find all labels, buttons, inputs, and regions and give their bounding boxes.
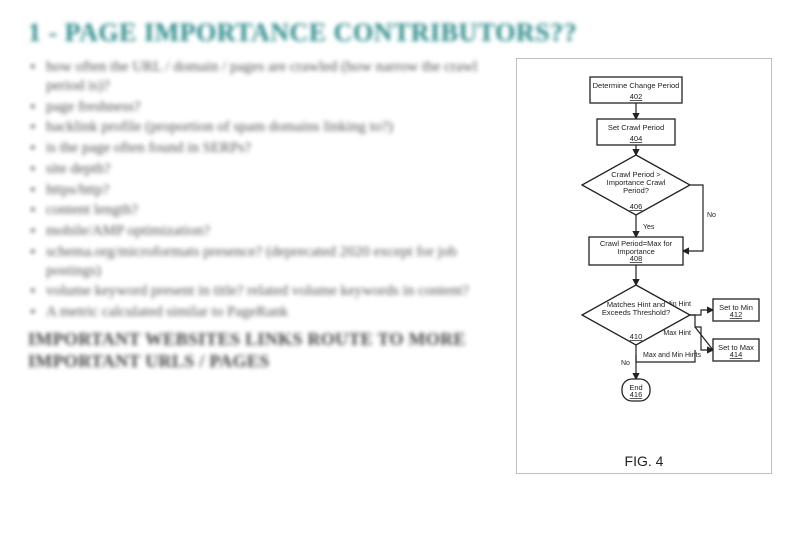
svg-text:Set Crawl Period: Set Crawl Period (608, 123, 664, 132)
content-columns: how often the URL / domain / pages are c… (28, 58, 772, 474)
figure-caption: FIG. 4 (525, 453, 763, 469)
svg-text:406: 406 (630, 202, 643, 211)
bullet-item: A metric calculated similar to PageRank (28, 303, 502, 322)
svg-text:410: 410 (630, 332, 643, 341)
right-column: YesNoNoMin HintMax HintMax and Min Hints… (516, 58, 772, 474)
flow-node-n414: Set to Max414 (713, 339, 759, 361)
flow-node-n408: Crawl Period=Max forImportance408 (589, 237, 683, 265)
bullet-item: site depth? (28, 160, 502, 179)
svg-text:Max and Min Hints: Max and Min Hints (643, 352, 701, 359)
flow-node-n404: Set Crawl Period 404 (597, 119, 675, 145)
svg-text:No: No (707, 212, 716, 219)
bullet-item: https/http? (28, 181, 502, 200)
flow-node-n412: Set to Min412 (713, 299, 759, 321)
bullet-item: how often the URL / domain / pages are c… (28, 58, 502, 96)
svg-text:No: No (621, 360, 630, 367)
svg-text:404: 404 (630, 134, 643, 143)
left-column: how often the URL / domain / pages are c… (28, 58, 502, 373)
bullet-item: volume keyword present in title? related… (28, 282, 502, 301)
bullet-item: backlink profile (proportion of spam dom… (28, 118, 502, 137)
emphasis-text: IMPORTANT WEBSITES LINKS ROUTE TO MORE I… (28, 328, 502, 373)
flow-node-n406: Crawl Period >Importance CrawlPeriod?406 (582, 155, 690, 215)
slide: 1 - PAGE IMPORTANCE CONTRIBUTORS?? how o… (0, 0, 800, 541)
svg-text:Max Hint: Max Hint (663, 330, 691, 337)
bullet-item: schema.org/microformats presence? (depre… (28, 243, 502, 281)
svg-text:412: 412 (730, 310, 743, 319)
svg-text:Determine Change Period: Determine Change Period (593, 81, 680, 90)
bullet-item: is the page often found in SERPs? (28, 139, 502, 158)
bullet-item: content length? (28, 201, 502, 220)
svg-text:414: 414 (730, 350, 743, 359)
svg-text:408: 408 (630, 254, 643, 263)
svg-text:416: 416 (630, 390, 643, 399)
flow-node-n402: Determine Change Period 402 (590, 77, 682, 103)
svg-text:Period?: Period? (623, 186, 649, 195)
bullet-list: how often the URL / domain / pages are c… (28, 58, 502, 322)
bullet-item: page freshness? (28, 98, 502, 117)
flowchart: YesNoNoMin HintMax HintMax and Min Hints… (525, 67, 763, 447)
slide-title: 1 - PAGE IMPORTANCE CONTRIBUTORS?? (28, 18, 772, 48)
flowchart-frame: YesNoNoMin HintMax HintMax and Min Hints… (516, 58, 772, 474)
bullet-item: mobile/AMP optimization? (28, 222, 502, 241)
svg-text:Exceeds Threshold?: Exceeds Threshold? (602, 308, 670, 317)
svg-text:402: 402 (630, 92, 643, 101)
svg-text:Yes: Yes (643, 224, 655, 231)
flow-node-n416: End416 (622, 379, 650, 401)
